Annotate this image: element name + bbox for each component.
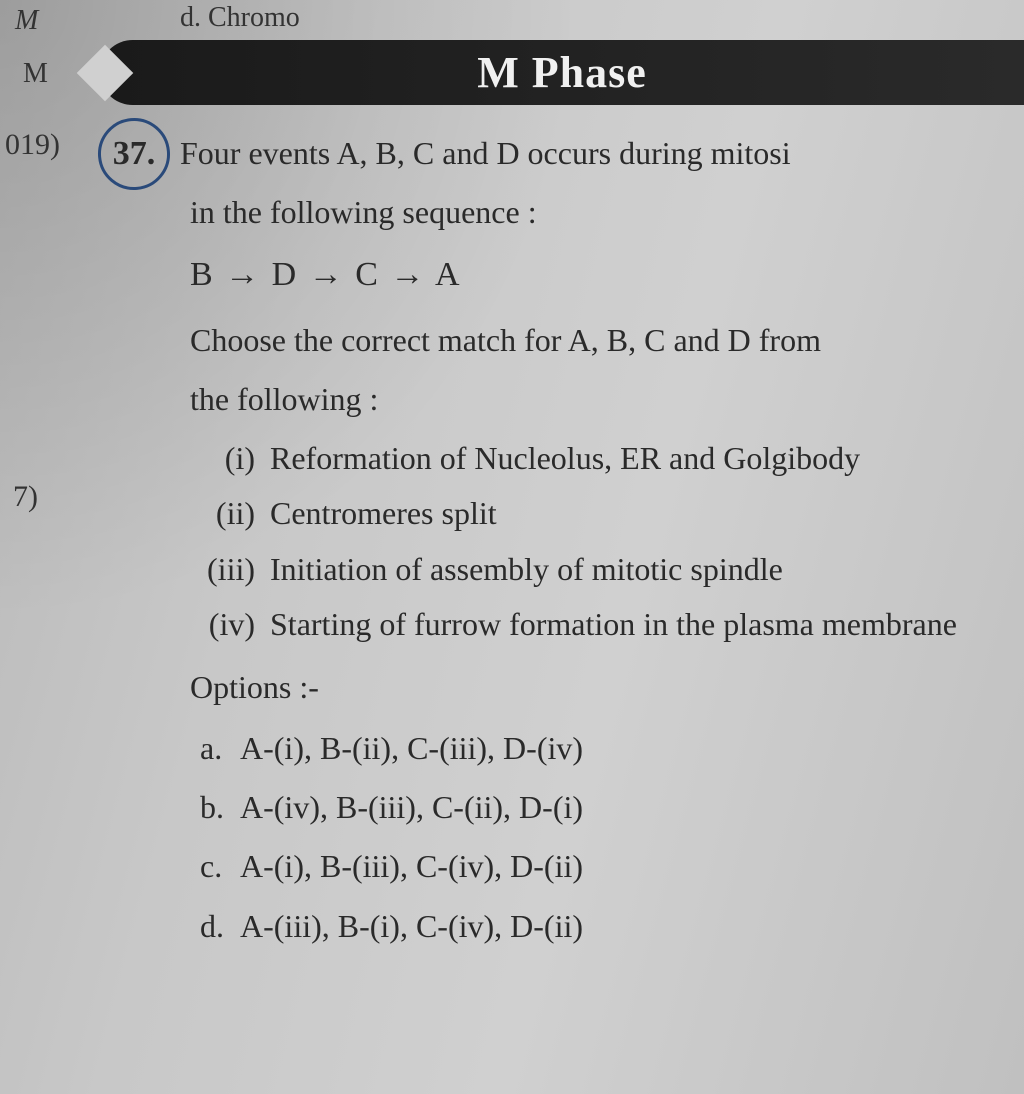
answer-options: a. A-(i), B-(ii), C-(iii), D-(iv) b. A-(… bbox=[200, 723, 1019, 952]
match-item: (ii) Centromeres split bbox=[185, 488, 1019, 539]
question-content: Four events A, B, C and D occurs during … bbox=[180, 128, 1019, 960]
margin-label-m1: M bbox=[15, 5, 38, 37]
question-line-1: Four events A, B, C and D occurs during … bbox=[180, 128, 1019, 179]
option-text: A-(iii), B-(i), C-(iv), D-(ii) bbox=[240, 901, 583, 952]
question-line-4: the following : bbox=[190, 374, 1019, 425]
item-number: (iii) bbox=[185, 544, 255, 595]
option-text: A-(i), B-(ii), C-(iii), D-(iv) bbox=[240, 723, 583, 774]
item-number: (iv) bbox=[185, 599, 255, 650]
item-text: Initiation of assembly of mitotic spindl… bbox=[270, 544, 783, 595]
section-title: M Phase bbox=[477, 47, 647, 98]
sequence-text: B → D → C → A bbox=[190, 248, 1019, 302]
item-number: (i) bbox=[185, 433, 255, 484]
item-text: Centromeres split bbox=[270, 488, 497, 539]
match-item: (i) Reformation of Nucleolus, ER and Gol… bbox=[185, 433, 1019, 484]
margin-ref-019: 019) bbox=[5, 128, 60, 162]
item-number: (ii) bbox=[185, 488, 255, 539]
option-item: d. A-(iii), B-(i), C-(iv), D-(ii) bbox=[200, 901, 1019, 952]
match-item: (iii) Initiation of assembly of mitotic … bbox=[185, 544, 1019, 595]
option-letter: a. bbox=[200, 723, 240, 774]
item-text: Starting of furrow formation in the plas… bbox=[270, 599, 957, 650]
margin-ref-7: 7) bbox=[13, 480, 38, 514]
options-label: Options :- bbox=[190, 662, 1019, 713]
option-letter: b. bbox=[200, 782, 240, 833]
margin-label-m2: M bbox=[23, 58, 48, 90]
partial-prev-option: d. Chromo bbox=[180, 2, 300, 34]
option-item: a. A-(i), B-(ii), C-(iii), D-(iv) bbox=[200, 723, 1019, 774]
option-letter: d. bbox=[200, 901, 240, 952]
option-item: c. A-(i), B-(iii), C-(iv), D-(ii) bbox=[200, 841, 1019, 892]
question-line-3: Choose the correct match for A, B, C and… bbox=[190, 315, 1019, 366]
option-item: b. A-(iv), B-(iii), C-(ii), D-(i) bbox=[200, 782, 1019, 833]
match-item: (iv) Starting of furrow formation in the… bbox=[185, 599, 1019, 650]
option-text: A-(i), B-(iii), C-(iv), D-(ii) bbox=[240, 841, 583, 892]
section-header: M Phase bbox=[100, 40, 1024, 105]
item-text: Reformation of Nucleolus, ER and Golgibo… bbox=[270, 433, 860, 484]
question-line-2: in the following sequence : bbox=[190, 187, 1019, 238]
option-text: A-(iv), B-(iii), C-(ii), D-(i) bbox=[240, 782, 583, 833]
match-items: (i) Reformation of Nucleolus, ER and Gol… bbox=[185, 433, 1019, 650]
option-letter: c. bbox=[200, 841, 240, 892]
question-number: 37. bbox=[105, 125, 163, 183]
